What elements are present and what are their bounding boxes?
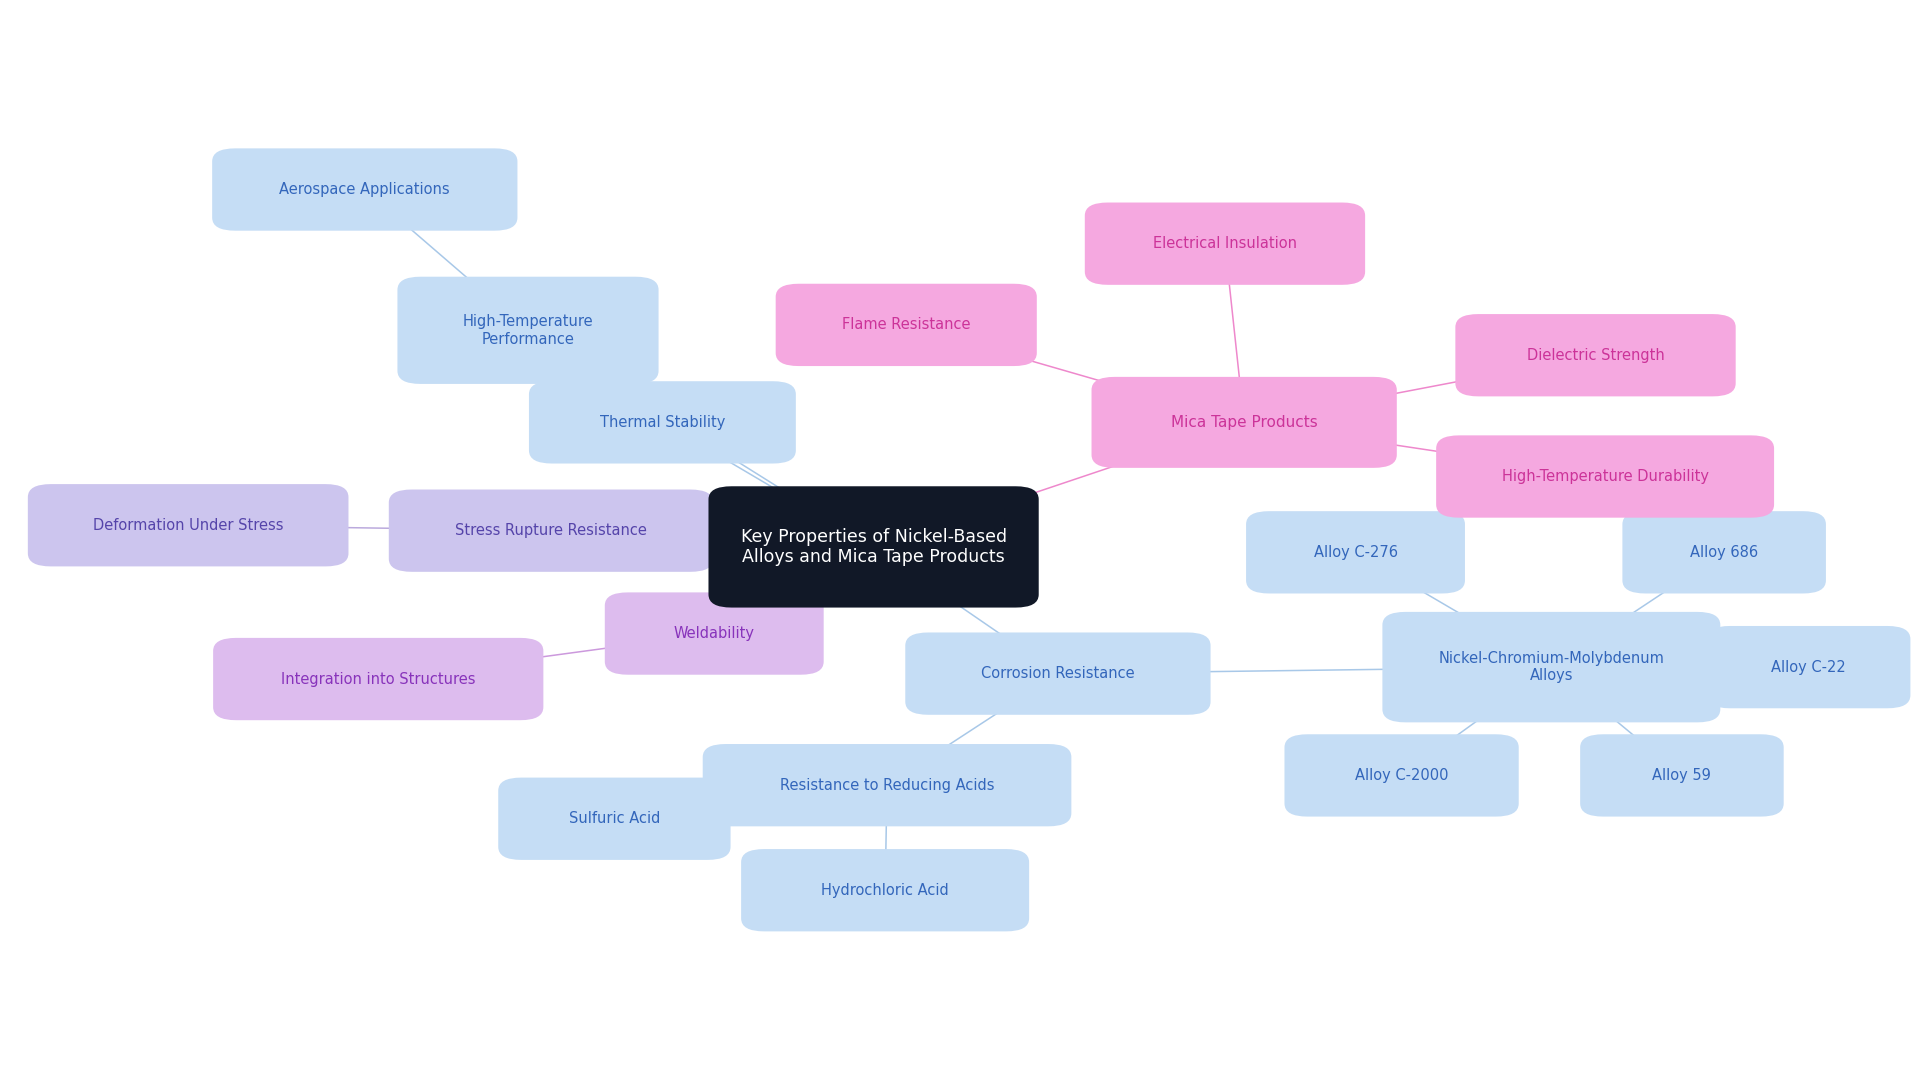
Text: Nickel-Chromium-Molybdenum
Alloys: Nickel-Chromium-Molybdenum Alloys xyxy=(1438,651,1665,683)
FancyBboxPatch shape xyxy=(703,744,1071,826)
Text: Corrosion Resistance: Corrosion Resistance xyxy=(981,666,1135,681)
Text: High-Temperature
Performance: High-Temperature Performance xyxy=(463,314,593,347)
Text: Stress Rupture Resistance: Stress Rupture Resistance xyxy=(455,523,647,538)
Text: Aerospace Applications: Aerospace Applications xyxy=(280,182,449,197)
Text: Dielectric Strength: Dielectric Strength xyxy=(1526,348,1665,363)
FancyBboxPatch shape xyxy=(1284,734,1519,817)
Text: Alloy C-276: Alloy C-276 xyxy=(1313,545,1398,560)
FancyBboxPatch shape xyxy=(499,778,730,860)
FancyBboxPatch shape xyxy=(213,638,543,720)
FancyBboxPatch shape xyxy=(211,148,518,231)
FancyBboxPatch shape xyxy=(605,592,824,675)
Text: Alloy C-22: Alloy C-22 xyxy=(1772,660,1845,675)
Text: Resistance to Reducing Acids: Resistance to Reducing Acids xyxy=(780,778,995,793)
FancyBboxPatch shape xyxy=(906,632,1212,715)
FancyBboxPatch shape xyxy=(1382,612,1720,722)
FancyBboxPatch shape xyxy=(1622,511,1826,593)
FancyBboxPatch shape xyxy=(1085,203,1365,285)
Text: Key Properties of Nickel-Based
Alloys and Mica Tape Products: Key Properties of Nickel-Based Alloys an… xyxy=(741,527,1006,566)
Text: Thermal Stability: Thermal Stability xyxy=(599,415,726,430)
Text: Electrical Insulation: Electrical Insulation xyxy=(1152,236,1298,251)
FancyBboxPatch shape xyxy=(776,284,1037,366)
FancyBboxPatch shape xyxy=(29,484,349,566)
Text: Alloy 686: Alloy 686 xyxy=(1690,545,1759,560)
FancyBboxPatch shape xyxy=(741,849,1029,931)
FancyBboxPatch shape xyxy=(528,381,795,464)
Text: Flame Resistance: Flame Resistance xyxy=(843,317,970,332)
Text: Mica Tape Products: Mica Tape Products xyxy=(1171,415,1317,430)
FancyBboxPatch shape xyxy=(388,490,712,572)
Text: Alloy C-2000: Alloy C-2000 xyxy=(1356,768,1448,783)
FancyBboxPatch shape xyxy=(1246,511,1465,593)
FancyBboxPatch shape xyxy=(708,486,1039,608)
FancyBboxPatch shape xyxy=(1436,435,1774,518)
FancyBboxPatch shape xyxy=(397,277,659,384)
Text: High-Temperature Durability: High-Temperature Durability xyxy=(1501,469,1709,484)
FancyBboxPatch shape xyxy=(1091,377,1398,468)
Text: Sulfuric Acid: Sulfuric Acid xyxy=(568,811,660,826)
FancyBboxPatch shape xyxy=(1580,734,1784,817)
Text: Weldability: Weldability xyxy=(674,626,755,641)
FancyBboxPatch shape xyxy=(1455,314,1736,396)
Text: Alloy 59: Alloy 59 xyxy=(1653,768,1711,783)
Text: Hydrochloric Acid: Hydrochloric Acid xyxy=(822,883,948,898)
FancyBboxPatch shape xyxy=(1707,626,1910,708)
Text: Deformation Under Stress: Deformation Under Stress xyxy=(92,518,284,533)
Text: Integration into Structures: Integration into Structures xyxy=(280,671,476,687)
